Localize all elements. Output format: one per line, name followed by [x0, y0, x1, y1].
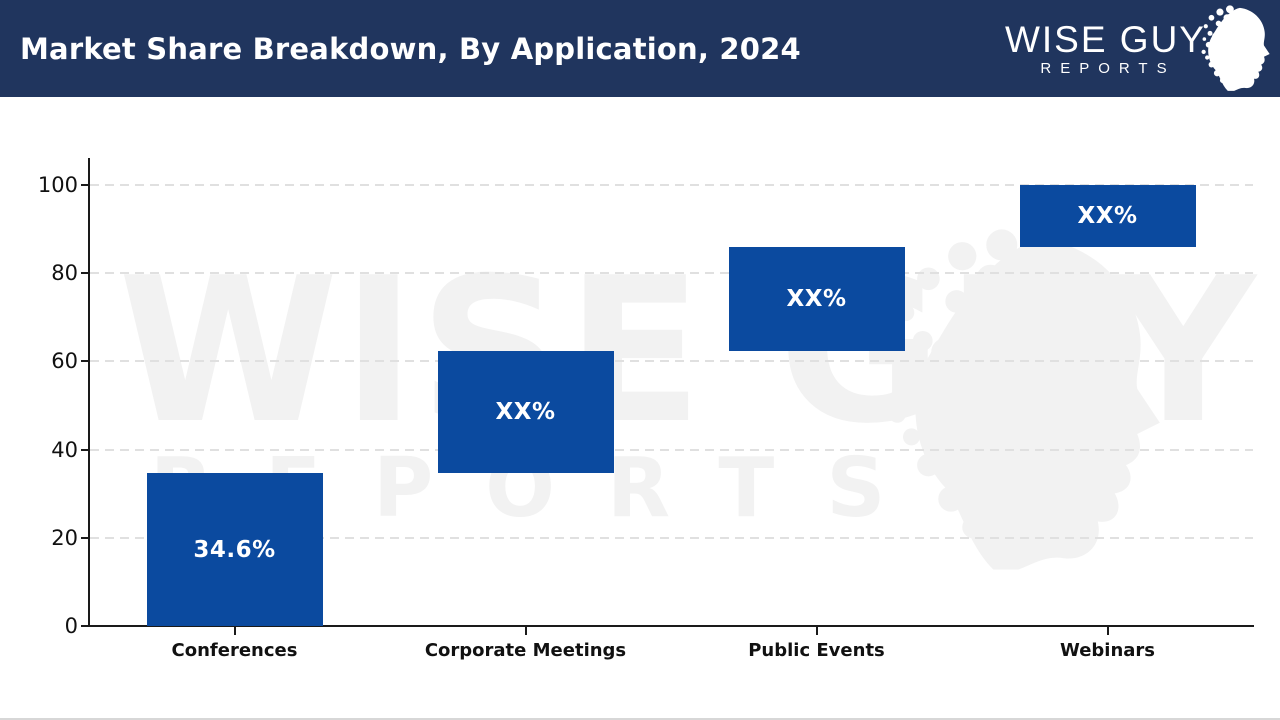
y-tick-mark — [81, 184, 89, 186]
bar-value-label: 34.6% — [193, 536, 276, 563]
brand-head-logo-icon — [1201, 4, 1270, 91]
header-band: Market Share Breakdown, By Application, … — [0, 0, 1280, 97]
y-tick-label: 100 — [37, 173, 78, 197]
gridline — [90, 448, 1253, 451]
page-title: Market Share Breakdown, By Application, … — [20, 31, 801, 66]
gridline — [90, 360, 1253, 363]
brand-name: WISE GUY — [1004, 19, 1206, 60]
y-tick-mark — [81, 360, 89, 363]
x-category-label: Public Events — [748, 640, 885, 661]
y-tick-mark — [81, 448, 89, 451]
bar-segment: 34.6% — [146, 473, 323, 626]
y-tick-label: 40 — [51, 437, 78, 462]
brand-logo-text: WISE GUY REPORTS — [1005, 21, 1206, 76]
brand-subname: REPORTS — [1040, 60, 1176, 77]
x-category-label: Conferences — [171, 640, 298, 661]
gridline — [90, 272, 1253, 275]
bar-value-label: XX% — [495, 399, 556, 426]
y-tick-mark — [81, 625, 89, 627]
y-tick-label: 0 — [64, 614, 78, 638]
x-tick-mark — [524, 627, 527, 635]
bar-value-label: XX% — [1077, 203, 1138, 230]
x-tick-mark — [1106, 627, 1109, 635]
gridline — [90, 184, 1253, 186]
brand-logo: WISE GUY REPORTS — [1005, 4, 1274, 93]
x-tick-mark — [233, 627, 236, 635]
x-category-label: Corporate Meetings — [424, 640, 627, 661]
gridline — [90, 536, 1253, 539]
y-tick-label: 20 — [51, 525, 78, 550]
x-category-label: Webinars — [1059, 640, 1156, 661]
y-tick-label: 60 — [51, 349, 78, 374]
x-axis-line — [88, 625, 1254, 627]
y-axis-line — [88, 158, 90, 627]
y-tick-label: 80 — [51, 261, 78, 286]
bar-segment: XX% — [1019, 185, 1196, 248]
bar-segment: XX% — [437, 351, 614, 474]
y-tick-mark — [81, 536, 89, 539]
bar-value-label: XX% — [786, 286, 847, 313]
x-tick-mark — [815, 627, 818, 635]
y-tick-mark — [81, 272, 89, 275]
bar-segment: XX% — [728, 247, 905, 352]
